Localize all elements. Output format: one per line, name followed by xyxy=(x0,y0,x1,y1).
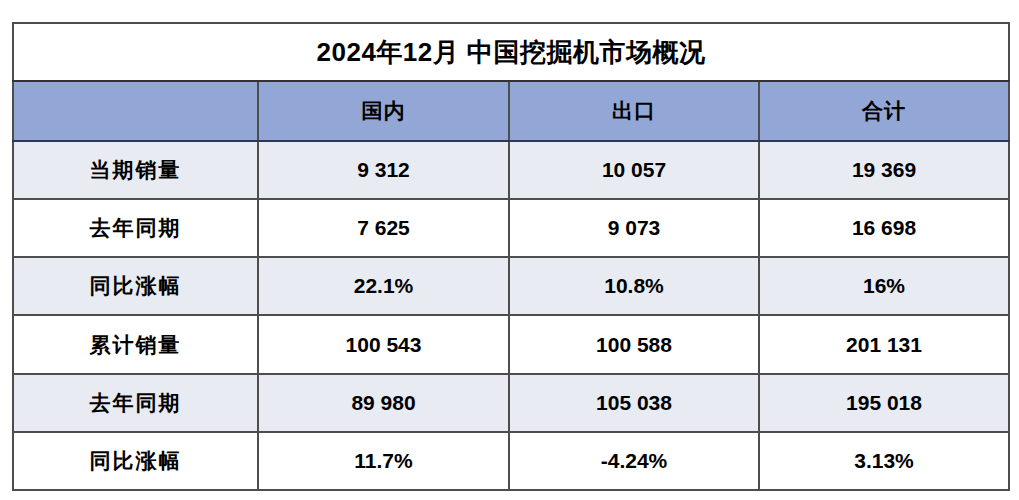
column-header-domestic: 国内 xyxy=(258,81,509,141)
column-header-blank xyxy=(13,81,258,141)
table-row-current-sales: 当期销量 9 312 10 057 19 369 xyxy=(13,141,1009,199)
row-label: 同比涨幅 xyxy=(13,432,258,490)
header-row: 国内 出口 合计 xyxy=(13,81,1009,141)
cell-value: 89 980 xyxy=(258,374,509,432)
cell-value: -4.24% xyxy=(509,432,759,490)
cell-value: 22.1% xyxy=(258,257,509,315)
row-label: 当期销量 xyxy=(13,141,258,199)
row-label: 同比涨幅 xyxy=(13,257,258,315)
table-row-yoy-growth: 同比涨幅 22.1% 10.8% 16% xyxy=(13,257,1009,315)
cell-value: 10.8% xyxy=(509,257,759,315)
cell-value: 16% xyxy=(759,257,1009,315)
page: 2024年12月 中国挖掘机市场概况 国内 出口 合计 当期销量 9 312 1… xyxy=(0,0,1019,500)
cell-value: 195 018 xyxy=(759,374,1009,432)
column-header-export: 出口 xyxy=(509,81,759,141)
cell-value: 201 131 xyxy=(759,315,1009,373)
title-row: 2024年12月 中国挖掘机市场概况 xyxy=(13,23,1009,81)
cell-value: 11.7% xyxy=(258,432,509,490)
table-row-cumulative-last-year: 去年同期 89 980 105 038 195 018 xyxy=(13,374,1009,432)
column-header-total: 合计 xyxy=(759,81,1009,141)
cell-value: 9 073 xyxy=(509,199,759,257)
cell-value: 100 543 xyxy=(258,315,509,373)
cell-value: 19 369 xyxy=(759,141,1009,199)
table-row-last-year-same-period: 去年同期 7 625 9 073 16 698 xyxy=(13,199,1009,257)
cell-value: 100 588 xyxy=(509,315,759,373)
table-title: 2024年12月 中国挖掘机市场概况 xyxy=(13,23,1009,81)
row-label: 累计销量 xyxy=(13,315,258,373)
cell-value: 9 312 xyxy=(258,141,509,199)
cell-value: 7 625 xyxy=(258,199,509,257)
cell-value: 3.13% xyxy=(759,432,1009,490)
table-row-cumulative-yoy-growth: 同比涨幅 11.7% -4.24% 3.13% xyxy=(13,432,1009,490)
row-label: 去年同期 xyxy=(13,374,258,432)
cell-value: 10 057 xyxy=(509,141,759,199)
row-label: 去年同期 xyxy=(13,199,258,257)
cell-value: 105 038 xyxy=(509,374,759,432)
market-overview-table: 2024年12月 中国挖掘机市场概况 国内 出口 合计 当期销量 9 312 1… xyxy=(12,22,1010,491)
table-row-cumulative-sales: 累计销量 100 543 100 588 201 131 xyxy=(13,315,1009,373)
cell-value: 16 698 xyxy=(759,199,1009,257)
